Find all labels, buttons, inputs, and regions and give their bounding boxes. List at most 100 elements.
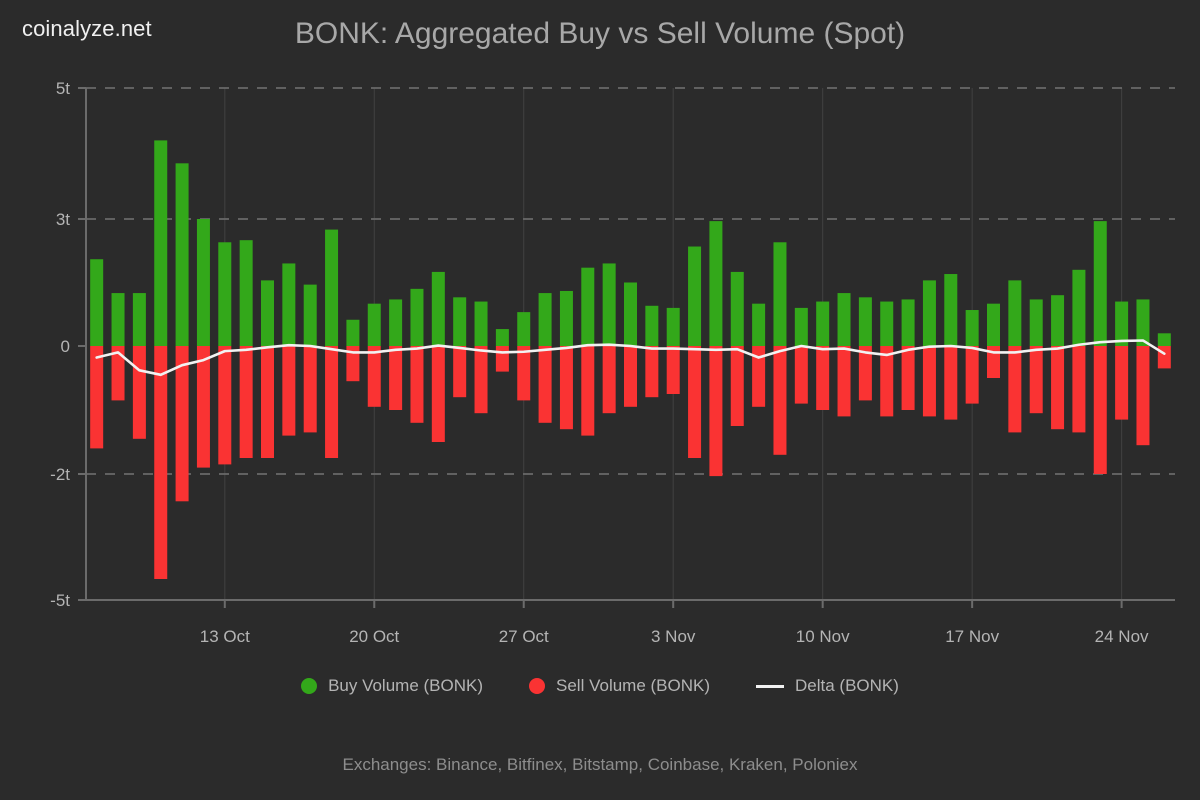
buy-volume-bar — [987, 303, 1000, 346]
sell-volume-bar — [816, 346, 830, 410]
sell-volume-bar — [389, 346, 403, 410]
sell-volume-bar — [880, 346, 894, 417]
sell-volume-bar — [559, 346, 573, 430]
sell-volume-bar — [987, 346, 1000, 378]
sell-volume-bar — [111, 346, 125, 401]
sell-volume-bar — [325, 346, 339, 458]
sell-volume-bar — [581, 346, 595, 436]
x-axis-tick-label: 10 Nov — [796, 627, 850, 646]
delta-line — [95, 339, 1166, 377]
sell-volume-bar — [367, 346, 381, 407]
buy-volume-bar — [965, 310, 979, 346]
y-axis-tick-label: -2t — [50, 465, 70, 484]
buy-volume-bar — [624, 282, 637, 346]
buy-volume-bar — [538, 293, 552, 346]
buy-volume-bar — [794, 307, 808, 346]
x-axis-tick-label: 13 Oct — [200, 627, 250, 646]
sell-volume-bar — [261, 346, 274, 458]
y-axis-tick-label: 3t — [56, 210, 70, 229]
sell-volume-bar — [154, 346, 168, 579]
sell-volume-bar — [922, 346, 936, 417]
buy-volume-bar — [922, 280, 936, 346]
x-axis-tick-label: 17 Nov — [945, 627, 999, 646]
sell-volume-bar — [132, 346, 146, 439]
legend-item-buy-volume[interactable]: Buy Volume (BONK) — [301, 676, 483, 696]
sell-volume-bar — [453, 346, 467, 398]
buy-volume-bar — [367, 303, 381, 346]
sell-volume-bar — [1115, 346, 1129, 420]
buy-volume-bar — [688, 246, 702, 346]
buy-volume-bar — [1115, 301, 1129, 346]
sell-volume-bar — [1072, 346, 1086, 433]
sell-volume-bar — [602, 346, 616, 414]
buy-volume-bar — [1136, 299, 1150, 346]
sell-volume-bar — [196, 346, 210, 468]
delta-polyline — [95, 339, 1166, 377]
sell-volume-bar — [752, 346, 766, 407]
sell-volume-bar — [944, 346, 958, 420]
delta-line-swatch-icon — [756, 684, 785, 688]
legend-item-delta[interactable]: Delta (BONK) — [756, 676, 899, 696]
buy-volume-bar — [602, 263, 616, 346]
buy-volume-bar — [261, 280, 274, 346]
x-axis-tick-label: 27 Oct — [499, 627, 549, 646]
y-axis-tick-label: 5t — [56, 79, 70, 98]
buy-volume-bar — [389, 299, 403, 346]
sell-volume-bar — [175, 346, 189, 502]
buy-volume-bar — [474, 301, 488, 346]
y-axis-tick-label: 0 — [61, 337, 70, 356]
sell-volume-bar — [90, 346, 104, 449]
sell-volume-bar — [218, 346, 232, 465]
buy-volume-bar — [816, 301, 830, 346]
brand-watermark: coinalyze.net — [22, 16, 152, 41]
buy-volume-bar — [581, 267, 595, 346]
sell-volume-bar — [901, 346, 915, 410]
sell-volume-bar — [239, 346, 253, 458]
x-axis — [86, 599, 1175, 608]
sell-volume-bar — [1136, 346, 1150, 446]
chart-legend: Buy Volume (BONK) Sell Volume (BONK) Del… — [0, 676, 1200, 696]
sell-volume-bar — [858, 346, 872, 401]
y-axis-tick-labels: 5t 3t 0 -2t -5t — [50, 79, 70, 610]
sell-volume-bars — [90, 346, 1171, 579]
sell-volume-bar — [282, 346, 296, 436]
x-axis-tick-label: 20 Oct — [349, 627, 399, 646]
buy-volume-bar — [730, 271, 744, 346]
buy-volume-bar — [111, 293, 125, 346]
buy-volume-bar — [175, 163, 189, 346]
sell-volume-bar — [624, 346, 637, 407]
buy-volume-bar — [773, 242, 787, 346]
buy-volume-bar — [1157, 333, 1171, 346]
sell-volume-bar — [645, 346, 659, 398]
buy-volume-bar — [901, 299, 915, 346]
buy-volume-bar — [709, 221, 723, 346]
buy-volume-swatch-icon — [301, 678, 318, 694]
legend-label-buy-volume: Buy Volume (BONK) — [328, 676, 484, 695]
buy-volume-bar — [517, 312, 531, 346]
sell-volume-bar — [1008, 346, 1022, 433]
exchanges-footnote: Exchanges: Binance, Bitfinex, Bitstamp, … — [342, 755, 858, 774]
buy-volume-bar — [944, 274, 958, 346]
sell-volume-bar — [688, 346, 702, 458]
sell-volume-bar — [773, 346, 787, 455]
y-axis — [78, 87, 87, 601]
buy-volume-bar — [90, 259, 104, 346]
sell-volume-bar — [410, 346, 424, 423]
buy-volume-bar — [752, 303, 766, 346]
sell-volume-bar — [794, 346, 808, 404]
buy-volume-bar — [346, 319, 360, 346]
buy-volume-bar — [880, 301, 894, 346]
chart-title: BONK: Aggregated Buy vs Sell Volume (Spo… — [294, 17, 906, 50]
buy-volume-bar — [303, 284, 317, 346]
buy-volume-bar — [1093, 221, 1107, 346]
legend-label-delta: Delta (BONK) — [795, 676, 899, 695]
buy-volume-bar — [410, 288, 424, 346]
x-axis-tick-label: 24 Nov — [1095, 627, 1149, 646]
sell-volume-bar — [837, 346, 851, 417]
buy-volume-bar — [239, 240, 253, 346]
buy-volume-bar — [218, 242, 232, 346]
legend-item-sell-volume[interactable]: Sell Volume (BONK) — [529, 676, 710, 696]
sell-volume-bar — [1093, 346, 1107, 474]
x-axis-tick-label: 3 Nov — [651, 627, 696, 646]
